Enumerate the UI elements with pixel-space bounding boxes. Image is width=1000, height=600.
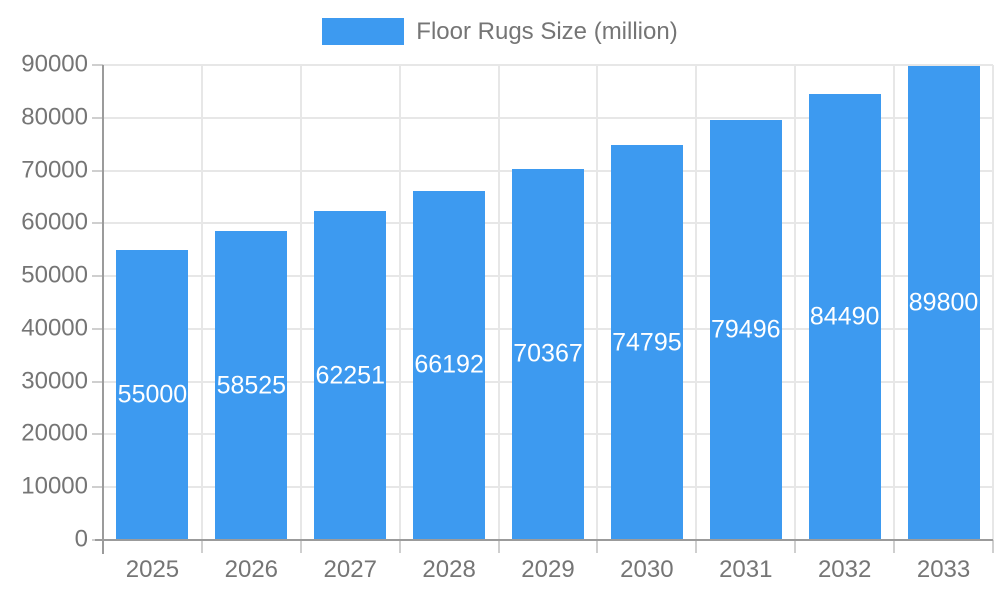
bar-value-label: 66192: [414, 350, 484, 379]
y-axis-line: [102, 65, 104, 554]
y-axis-tick: [92, 222, 103, 225]
vertical-gridline: [398, 65, 401, 540]
bar-value-label: 58525: [216, 371, 287, 400]
x-axis-label: 2028: [422, 556, 476, 583]
x-axis-label: 2031: [719, 556, 773, 583]
x-axis-label: 2030: [620, 556, 674, 583]
y-axis-tick: [92, 116, 103, 119]
y-axis-label: 90000: [21, 50, 88, 78]
y-axis-tick: [92, 169, 103, 172]
y-axis-label: 10000: [21, 472, 88, 500]
y-axis-tick: [92, 433, 103, 436]
x-axis-tick: [497, 540, 500, 553]
vertical-gridline: [596, 65, 599, 540]
bar[interactable]: [116, 249, 189, 540]
x-axis-tick: [299, 540, 302, 553]
legend-swatch[interactable]: [322, 18, 405, 45]
y-axis-label: 50000: [21, 261, 88, 289]
bar-value-label: 62251: [315, 361, 385, 390]
bar[interactable]: [709, 120, 782, 540]
bar[interactable]: [314, 211, 387, 540]
x-axis-tick: [794, 540, 797, 553]
vertical-gridline: [695, 65, 698, 540]
vertical-gridline: [893, 65, 896, 540]
bar[interactable]: [215, 231, 288, 540]
y-axis-label: 40000: [21, 314, 88, 342]
y-axis-label: 0: [74, 525, 88, 553]
bar-value-label: 89800: [908, 288, 979, 317]
x-axis-label: 2032: [817, 556, 872, 583]
bar-value-label: 55000: [117, 380, 188, 409]
x-axis-line: [95, 539, 993, 541]
x-axis-label: 2027: [323, 556, 377, 583]
x-axis-tick: [398, 540, 401, 553]
legend-label[interactable]: Floor Rugs Size (million): [416, 17, 678, 45]
horizontal-gridline: [103, 116, 993, 119]
bar[interactable]: [610, 145, 683, 540]
vertical-gridline: [992, 65, 994, 540]
y-axis-label: 80000: [21, 103, 88, 131]
x-axis-tick: [893, 540, 896, 553]
x-axis-tick: [596, 540, 599, 553]
bar[interactable]: [413, 190, 486, 540]
y-axis-tick: [92, 327, 103, 330]
x-axis-label: 2029: [521, 556, 575, 583]
legend[interactable]: Floor Rugs Size (million): [0, 18, 1000, 45]
x-axis-tick: [695, 540, 698, 553]
x-axis-tick: [992, 540, 994, 553]
y-axis-label: 70000: [21, 155, 88, 183]
horizontal-gridline: [103, 64, 993, 66]
x-axis-label: 2033: [916, 556, 971, 583]
vertical-gridline: [497, 65, 500, 540]
x-axis-label: 2026: [224, 556, 279, 583]
y-axis-label: 60000: [21, 208, 88, 236]
bar-value-label: 70367: [513, 339, 583, 368]
y-axis-tick: [92, 486, 103, 489]
bar-value-label: 84490: [809, 302, 880, 331]
y-axis-tick: [92, 64, 103, 66]
x-axis-label: 2025: [125, 556, 180, 583]
vertical-gridline: [200, 65, 203, 540]
bar-value-label: 74795: [612, 328, 682, 357]
y-axis-tick: [92, 380, 103, 383]
vertical-gridline: [794, 65, 797, 540]
bar[interactable]: [512, 168, 584, 540]
vertical-gridline: [299, 65, 302, 540]
y-axis-tick: [92, 275, 103, 278]
x-axis-tick: [200, 540, 203, 553]
y-axis-label: 20000: [21, 419, 88, 447]
y-axis-label: 30000: [21, 367, 88, 395]
bar-value-label: 79496: [711, 315, 781, 344]
bar[interactable]: [907, 66, 980, 540]
bar[interactable]: [808, 94, 881, 540]
